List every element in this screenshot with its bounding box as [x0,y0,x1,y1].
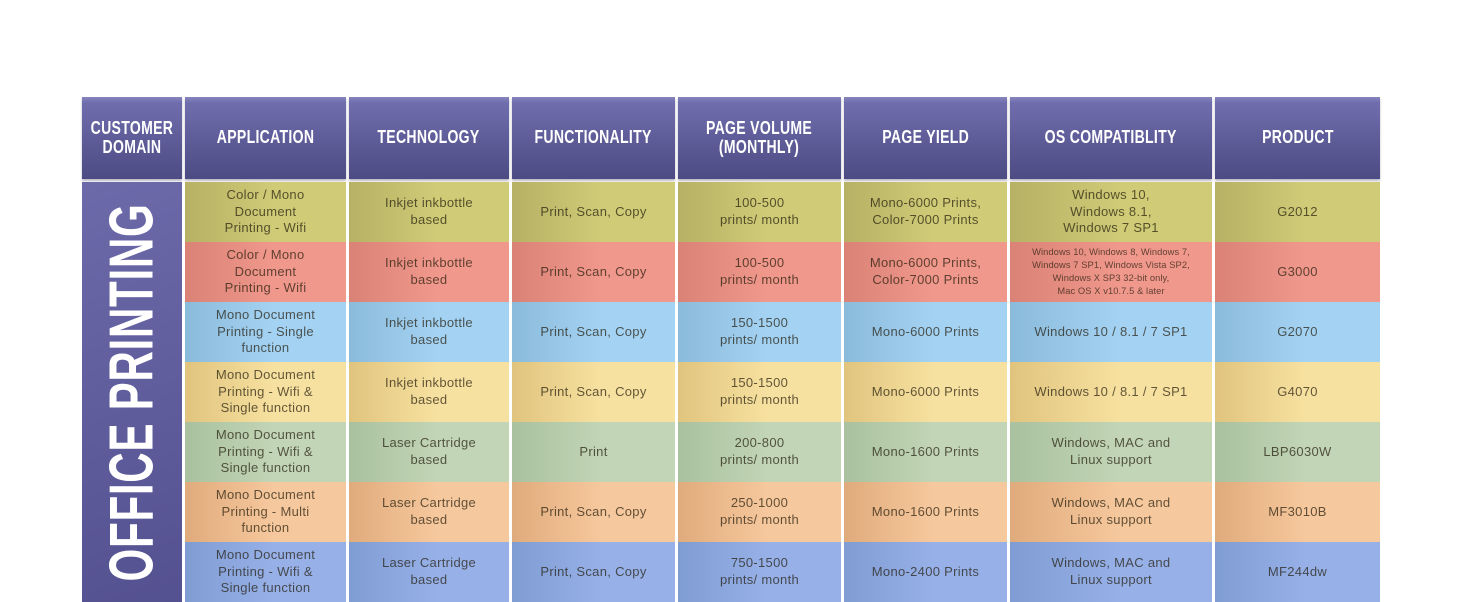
cell-product: MF3010B [1215,482,1380,542]
cell-functionality: Print, Scan, Copy [512,482,675,542]
header-os-compatiblity: OS COMPATIBLITY [1010,97,1212,179]
cell-page-volume: 100-500 prints/ month [678,182,841,242]
cell-os-compatibility: Windows 10, Windows 8.1, Windows 7 SP1 [1010,182,1212,242]
cell-os-compatibility: Windows, MAC and Linux support [1010,422,1212,482]
cell-functionality: Print, Scan, Copy [512,542,675,602]
header-functionality: FUNCTIONALITY [512,97,675,179]
cell-technology: Inkjet inkbottle based [349,242,509,302]
cell-page-yield: Mono-1600 Prints [844,482,1007,542]
cell-application: Mono Document Printing - Wifi & Single f… [185,542,346,602]
cell-technology: Laser Cartridge based [349,542,509,602]
header-application: APPLICATION [185,97,346,179]
cell-page-yield: Mono-6000 Prints, Color-7000 Prints [844,242,1007,302]
cell-os-compatibility: Windows, MAC and Linux support [1010,542,1212,602]
header-label: PRODUCT [1261,127,1334,148]
cell-os-compatibility: Windows 10, Windows 8, Windows 7, Window… [1010,242,1212,302]
customer-domain-label: OFFICE PRINTING [97,203,167,581]
cell-os-compatibility: Windows, MAC and Linux support [1010,482,1212,542]
header-label: TECHNOLOGY [377,127,481,148]
header-label: FUNCTIONALITY [534,127,653,148]
cell-product: G2012 [1215,182,1380,242]
header-page-yield: PAGE YIELD [844,97,1007,179]
cell-functionality: Print [512,422,675,482]
cell-page-volume: 150-1500 prints/ month [678,302,841,362]
cell-product: G3000 [1215,242,1380,302]
cell-product: G2070 [1215,302,1380,362]
table-body: OFFICE PRINTING Color / Mono Document Pr… [82,182,1382,602]
cell-os-compatibility: Windows 10 / 8.1 / 7 SP1 [1010,362,1212,422]
header-label: APPLICATION [216,127,315,148]
cell-page-yield: Mono-1600 Prints [844,422,1007,482]
cell-functionality: Print, Scan, Copy [512,362,675,422]
cell-page-volume: 150-1500 prints/ month [678,362,841,422]
cell-page-yield: Mono-2400 Prints [844,542,1007,602]
customer-domain-cell: OFFICE PRINTING [82,182,182,602]
header-customer-domain: CUSTOMER DOMAIN [82,97,182,179]
header-page-volume: PAGE VOLUME (MONTHLY) [678,97,841,179]
header-product: PRODUCT [1215,97,1380,179]
cell-page-yield: Mono-6000 Prints [844,362,1007,422]
cell-product: G4070 [1215,362,1380,422]
cell-page-volume: 750-1500 prints/ month [678,542,841,602]
cell-page-yield: Mono-6000 Prints [844,302,1007,362]
cell-functionality: Print, Scan, Copy [512,302,675,362]
cell-technology: Inkjet inkbottle based [349,362,509,422]
cell-application: Mono Document Printing - Wifi & Single f… [185,422,346,482]
cell-application: Mono Document Printing - Wifi & Single f… [185,362,346,422]
cell-functionality: Print, Scan, Copy [512,182,675,242]
cell-functionality: Print, Scan, Copy [512,242,675,302]
cell-technology: Inkjet inkbottle based [349,182,509,242]
header-label: PAGE VOLUME (MONTHLY) [706,117,813,157]
cell-page-volume: 200-800 prints/ month [678,422,841,482]
cell-page-yield: Mono-6000 Prints, Color-7000 Prints [844,182,1007,242]
cell-product: LBP6030W [1215,422,1380,482]
cell-application: Color / Mono Document Printing - Wifi [185,182,346,242]
cell-os-compatibility: Windows 10 / 8.1 / 7 SP1 [1010,302,1212,362]
cell-application: Color / Mono Document Printing - Wifi [185,242,346,302]
table-header-row: CUSTOMER DOMAIN APPLICATION TECHNOLOGY F… [82,97,1382,179]
cell-application: Mono Document Printing - Single function [185,302,346,362]
header-technology: TECHNOLOGY [349,97,509,179]
header-label: CUSTOMER DOMAIN [90,117,174,157]
cell-page-volume: 100-500 prints/ month [678,242,841,302]
header-label: OS COMPATIBLITY [1044,127,1178,148]
cell-application: Mono Document Printing - Multi function [185,482,346,542]
cell-technology: Laser Cartridge based [349,422,509,482]
cell-product: MF244dw [1215,542,1380,602]
comparison-table: CUSTOMER DOMAIN APPLICATION TECHNOLOGY F… [82,97,1382,602]
cell-technology: Inkjet inkbottle based [349,302,509,362]
cell-page-volume: 250-1000 prints/ month [678,482,841,542]
cell-technology: Laser Cartridge based [349,482,509,542]
header-label: PAGE YIELD [882,127,969,148]
